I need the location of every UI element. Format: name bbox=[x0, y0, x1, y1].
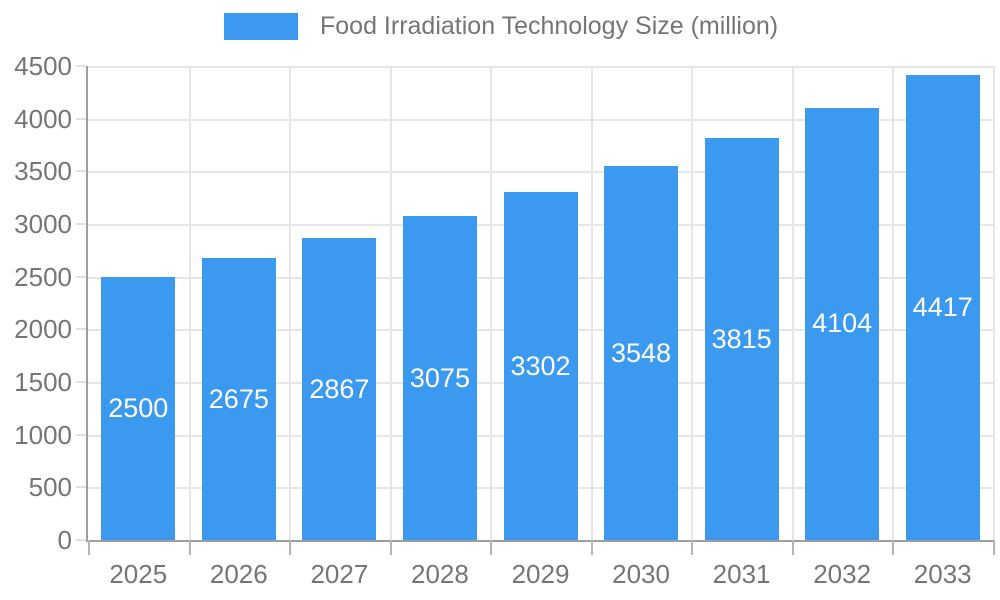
bar-value-label: 3075 bbox=[409, 362, 470, 393]
y-axis-tick bbox=[76, 170, 86, 173]
x-gridline bbox=[993, 66, 995, 540]
y-axis-tick bbox=[76, 223, 86, 225]
y-axis-tick bbox=[76, 117, 86, 120]
y-tick-label: 2500 bbox=[14, 261, 72, 292]
x-gridline bbox=[188, 66, 191, 540]
y-axis-tick bbox=[76, 381, 86, 383]
legend-swatch bbox=[224, 13, 298, 40]
bar-value-label: 2675 bbox=[208, 383, 269, 414]
y-tick-label: 0 bbox=[57, 525, 72, 555]
x-gridline bbox=[490, 66, 493, 540]
y-axis-tick bbox=[76, 433, 86, 436]
bar-value-label: 3302 bbox=[510, 350, 571, 381]
bar-value-label: 3815 bbox=[711, 323, 772, 354]
x-tick-label: 2032 bbox=[813, 559, 872, 589]
y-axis-tick bbox=[76, 275, 86, 278]
plot-area: 0 500 1000 1500 2000 2500 3000 3500 4000 4500 2025… bbox=[14, 51, 995, 589]
y-tick-label: 1500 bbox=[14, 367, 72, 397]
x-axis-tick bbox=[993, 540, 995, 555]
x-axis-line bbox=[86, 540, 993, 542]
y-tick-label: 4500 bbox=[14, 51, 72, 81]
bar: 3815 bbox=[704, 138, 779, 540]
bar-value-label: 2500 bbox=[108, 392, 169, 423]
x-tick-label: 2030 bbox=[612, 559, 670, 589]
x-axis-tick bbox=[490, 540, 493, 555]
x-axis-tick bbox=[791, 540, 794, 555]
x-axis-tick bbox=[88, 540, 90, 555]
bar-value-label: 4417 bbox=[912, 291, 973, 322]
x-gridline bbox=[691, 66, 694, 540]
bar: 2500 bbox=[101, 276, 176, 540]
x-tick-label: 2033 bbox=[913, 559, 972, 589]
x-gridline bbox=[791, 66, 794, 540]
y-gridline bbox=[88, 118, 993, 121]
x-axis-tick bbox=[691, 540, 694, 555]
bar-value-label: 4104 bbox=[812, 308, 873, 339]
x-axis-tick bbox=[590, 540, 593, 555]
x-gridline bbox=[590, 66, 593, 540]
y-gridline bbox=[88, 171, 993, 174]
x-gridline bbox=[289, 66, 292, 540]
y-gridline bbox=[88, 66, 993, 68]
y-axis-tick bbox=[76, 486, 86, 489]
x-gridline bbox=[892, 66, 895, 540]
x-tick-label: 2028 bbox=[411, 559, 469, 589]
y-tick-label: 3000 bbox=[14, 209, 72, 239]
y-tick-label: 1000 bbox=[14, 419, 72, 450]
x-tick-label: 2027 bbox=[310, 559, 369, 589]
y-tick-label: 3500 bbox=[14, 156, 72, 187]
y-tick-label: 2000 bbox=[14, 314, 72, 345]
bar: 3075 bbox=[402, 216, 477, 540]
x-axis-tick bbox=[892, 540, 895, 555]
x-tick-label: 2025 bbox=[109, 559, 168, 589]
y-tick-label: 4000 bbox=[14, 103, 72, 134]
y-axis-tick bbox=[76, 65, 86, 67]
y-tick-label: 500 bbox=[28, 472, 72, 503]
x-gridline bbox=[389, 66, 392, 540]
legend[interactable]: Food Irradiation Technology Size (millio… bbox=[224, 12, 778, 41]
bar: 2675 bbox=[201, 258, 276, 540]
y-axis-tick bbox=[76, 539, 86, 541]
bar: 4104 bbox=[805, 107, 880, 540]
x-axis-tick bbox=[188, 540, 191, 555]
x-tick-label: 2029 bbox=[511, 559, 570, 589]
x-axis-tick bbox=[289, 540, 292, 555]
bar-value-label: 3548 bbox=[611, 337, 672, 368]
x-tick-label: 2026 bbox=[209, 559, 268, 589]
x-tick-label: 2031 bbox=[712, 559, 771, 589]
bar: 3548 bbox=[604, 166, 679, 540]
legend-label: Food Irradiation Technology Size (millio… bbox=[320, 12, 779, 40]
bar-value-label: 2867 bbox=[309, 373, 370, 404]
y-axis-line bbox=[86, 66, 88, 540]
bar: 2867 bbox=[302, 238, 377, 540]
bar: 4417 bbox=[905, 74, 980, 540]
y-axis-tick bbox=[76, 328, 86, 331]
bar: 3302 bbox=[503, 192, 578, 540]
x-axis-tick bbox=[389, 540, 392, 555]
